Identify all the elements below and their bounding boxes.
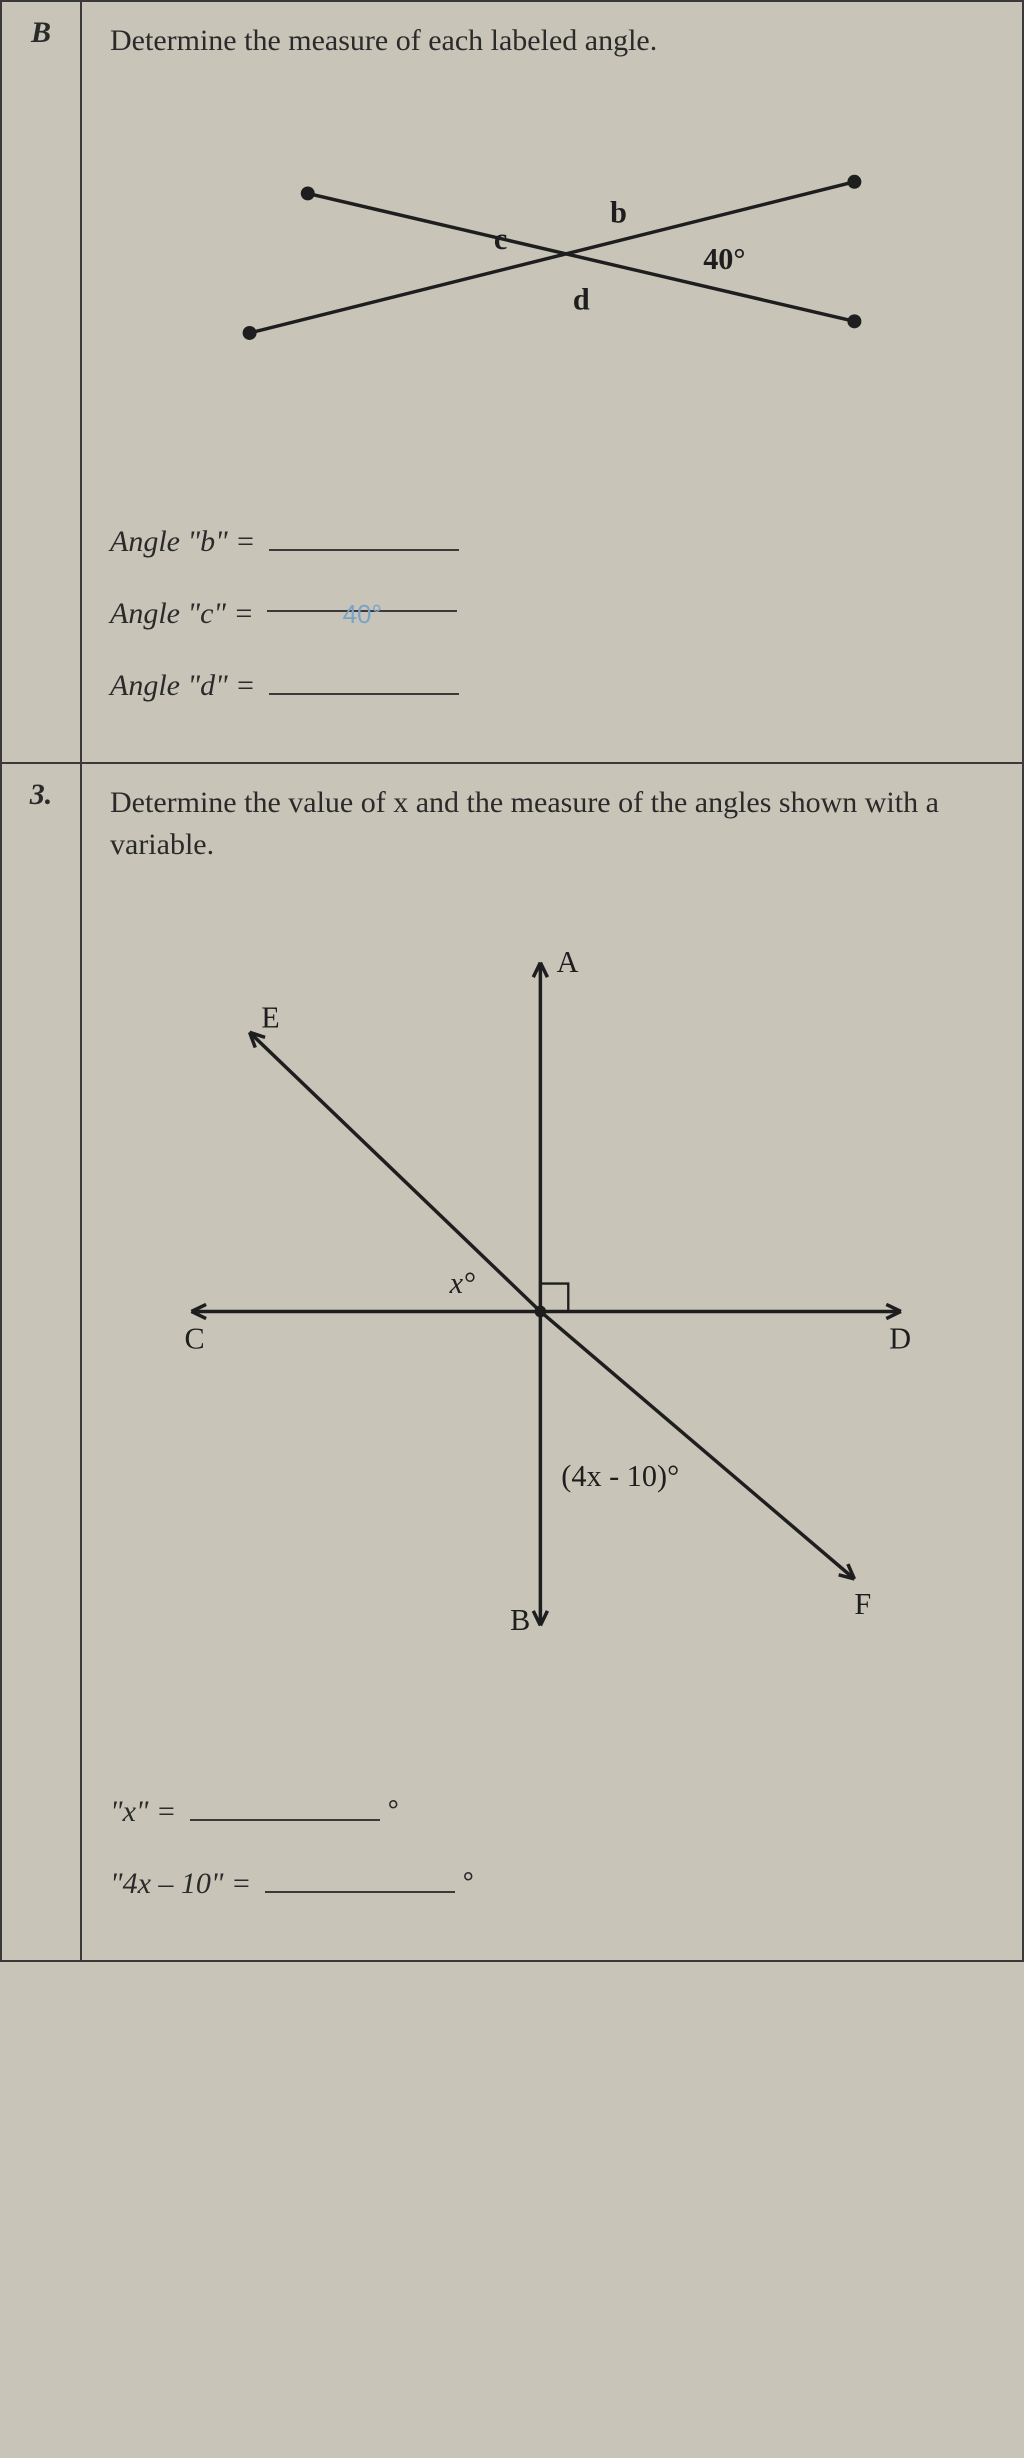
problem-row-3: 3. Determine the value of x and the meas…: [2, 764, 1022, 1960]
answer-label: "x" =: [110, 1795, 176, 1828]
svg-text:40°: 40°: [703, 242, 745, 276]
answer-line: "x" = °: [110, 1776, 994, 1848]
svg-text:c: c: [494, 222, 507, 256]
diagram-intersecting-lines: c b d 40°: [110, 112, 994, 414]
problem-content: Determine the value of x and the measure…: [82, 764, 1022, 1960]
svg-text:B: B: [510, 1604, 530, 1638]
svg-text:F: F: [854, 1587, 871, 1621]
prompt-text: Determine the measure of each labeled an…: [110, 20, 994, 62]
answer-line: "4x – 10" = °: [110, 1848, 994, 1920]
svg-text:b: b: [610, 195, 627, 229]
answer-blank[interactable]: [269, 523, 459, 552]
degree-symbol: °: [462, 1867, 474, 1900]
answer-line: Angle "d" =: [110, 650, 994, 722]
prompt-text: Determine the value of x and the measure…: [110, 782, 994, 866]
diagram-perpendicular-transversal: A B C D E Fx° (4x - 10)°: [110, 916, 994, 1684]
problem-content: Determine the measure of each labeled an…: [82, 2, 1022, 762]
svg-text:x°: x°: [449, 1266, 476, 1300]
answer-label: Angle "d" =: [110, 669, 255, 702]
answer-label: Angle "c" =: [110, 597, 254, 630]
svg-text:d: d: [573, 283, 590, 317]
row-label: 3.: [2, 764, 82, 1960]
problem-row-B: B Determine the measure of each labeled …: [2, 2, 1022, 764]
svg-text:C: C: [184, 1322, 204, 1356]
answer-blank[interactable]: 40°: [267, 583, 457, 612]
row-label: B: [2, 2, 82, 762]
svg-text:A: A: [557, 945, 579, 979]
svg-text:E: E: [261, 1001, 279, 1035]
answer-blank[interactable]: [269, 667, 459, 696]
answer-block: "x" = ° "4x – 10" = °: [110, 1776, 994, 1920]
svg-text:(4x - 10)°: (4x - 10)°: [561, 1459, 679, 1493]
answer-label: Angle "b" =: [110, 525, 255, 558]
answer-line: Angle "b" =: [110, 506, 994, 578]
answer-blank[interactable]: [190, 1792, 380, 1821]
worksheet-page: B Determine the measure of each labeled …: [0, 0, 1024, 1962]
answer-block: Angle "b" = Angle "c" = 40° Angle "d" =: [110, 506, 994, 722]
answer-line: Angle "c" = 40°: [110, 578, 994, 650]
degree-symbol: °: [387, 1795, 399, 1828]
svg-text:D: D: [889, 1322, 911, 1356]
answer-label: "4x – 10" =: [110, 1867, 251, 1900]
answer-blank[interactable]: [265, 1864, 455, 1893]
